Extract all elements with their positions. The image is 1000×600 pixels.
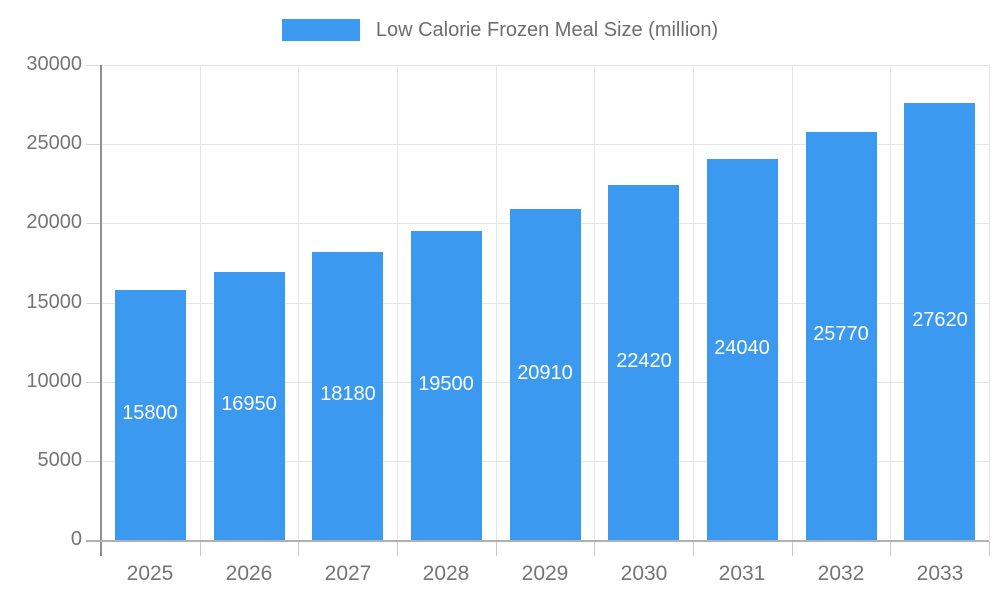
bar-2027[interactable] [312,252,383,540]
x-axis-tick-label: 2031 [718,562,766,585]
x-tick [693,541,694,556]
v-gridline [397,65,398,540]
x-axis-tick-label: 2028 [422,562,470,585]
bar-value-label: 16950 [221,393,277,415]
x-axis-tick-label: 2032 [817,562,865,585]
y-tick [86,303,101,304]
x-tick [397,541,398,556]
bar-2031[interactable] [707,159,778,540]
y-tick [86,65,101,66]
bar-2033[interactable] [904,103,975,540]
h-gridline [101,144,989,145]
bar-value-label: 27620 [912,309,968,331]
bar-value-label: 22420 [616,350,672,372]
v-gridline [298,65,299,540]
bar-2032[interactable] [806,132,877,540]
y-tick [86,382,101,383]
x-tick [989,541,990,556]
v-gridline [890,65,891,540]
y-axis-tick-label: 25000 [26,132,82,154]
x-tick [200,541,201,556]
y-axis-tick-label: 5000 [37,449,83,471]
x-axis-tick-label: 2026 [225,562,273,585]
legend-swatch[interactable] [281,19,360,41]
bar-2029[interactable] [510,209,581,540]
x-tick [496,541,497,556]
bar-2030[interactable] [608,185,679,540]
y-tick [86,144,101,145]
v-gridline [989,65,990,540]
x-tick [594,541,595,556]
bar-2025[interactable] [115,290,186,540]
v-gridline [594,65,595,540]
y-axis-tick-label: 30000 [26,53,82,75]
y-tick [86,461,101,462]
y-axis-tick-label: 15000 [26,291,82,313]
bar-value-label: 19500 [418,373,474,395]
v-gridline [200,65,201,540]
h-gridline [101,65,989,66]
x-tick [792,541,793,556]
x-axis-tick-label: 2025 [126,562,174,585]
x-axis-tick-label: 2030 [620,562,668,585]
y-axis-tick-label: 10000 [26,370,82,392]
y-tick [86,223,101,224]
bar-2026[interactable] [214,272,285,540]
v-gridline [693,65,694,540]
bar-value-label: 25770 [813,323,869,345]
x-axis-tick-label: 2027 [324,562,372,585]
v-gridline [496,65,497,540]
bar-value-label: 18180 [320,383,376,405]
x-tick [890,541,891,556]
y-axis-tick-label: 0 [70,528,82,550]
y-axis-tick-label: 20000 [26,211,82,233]
x-tick [298,541,299,556]
legend-label: Low Calorie Frozen Meal Size (million) [375,19,719,41]
x-axis-line [86,540,989,542]
bar-value-label: 24040 [714,337,770,359]
bar-value-label: 20910 [517,362,573,384]
legend[interactable]: Low Calorie Frozen Meal Size (million) [0,18,1000,42]
x-axis-tick-label: 2029 [521,562,569,585]
y-axis-line [100,65,102,556]
bar-value-label: 15800 [122,402,178,424]
bar-2028[interactable] [411,231,482,540]
v-gridline [792,65,793,540]
x-axis-tick-label: 2033 [916,562,964,585]
